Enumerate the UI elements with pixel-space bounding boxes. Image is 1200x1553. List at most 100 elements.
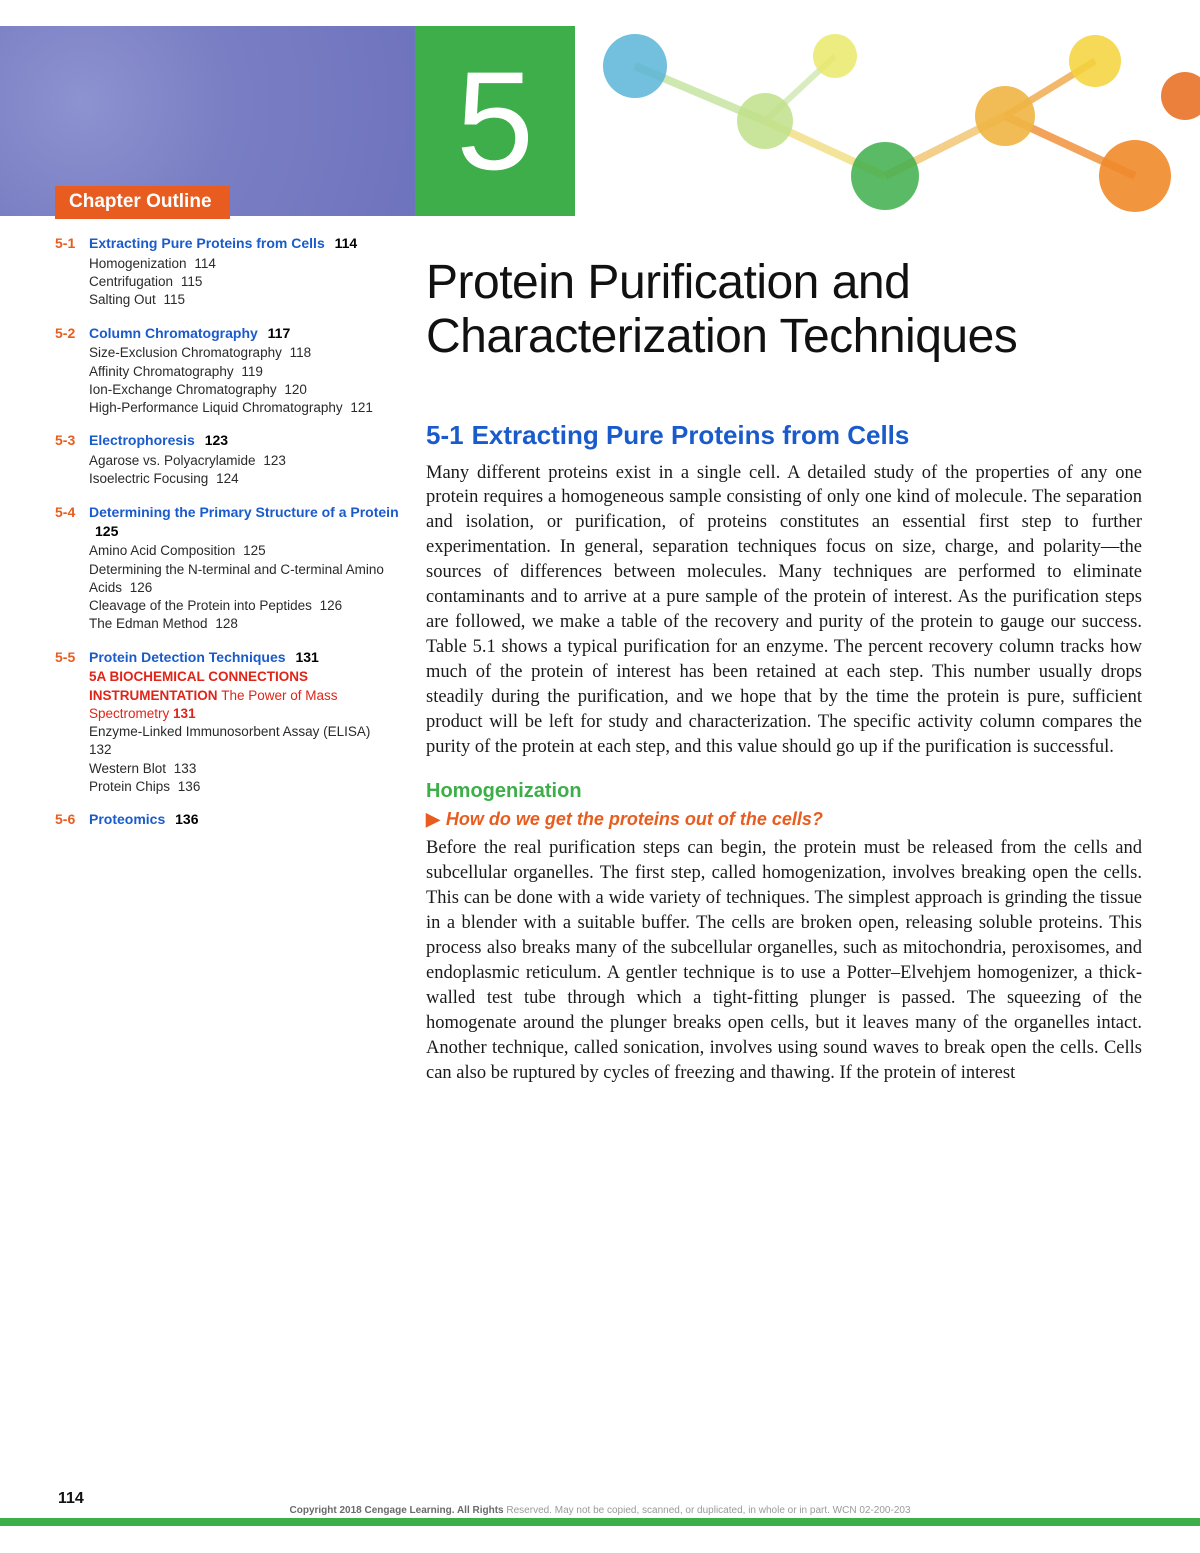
outline-section-title: Proteomics 136 bbox=[89, 810, 400, 829]
outline-section-head[interactable]: 5-6Proteomics 136 bbox=[55, 810, 400, 829]
outline-sub-item[interactable]: Enzyme-Linked Immunosorbent Assay (ELISA… bbox=[89, 723, 400, 759]
outline-sub-title: Salting Out bbox=[89, 292, 156, 307]
outline-sub-title: Isoelectric Focusing bbox=[89, 471, 208, 486]
outline-sub-page: 115 bbox=[177, 274, 202, 289]
outline-section-num: 5-3 bbox=[55, 431, 89, 450]
outline-sub-item[interactable]: Amino Acid Composition 125 bbox=[89, 542, 400, 560]
section-number: 5-1 bbox=[426, 420, 464, 450]
body-paragraph-1: Many different proteins exist in a singl… bbox=[426, 461, 1142, 761]
outline-sub-page: 132 bbox=[89, 742, 112, 757]
outline-sub-item[interactable]: The Edman Method 128 bbox=[89, 615, 400, 633]
outline-section: 5-2Column Chromatography 117Size-Exclusi… bbox=[55, 324, 400, 418]
outline-section-page: 114 bbox=[335, 235, 358, 251]
outline-sub-title: Homogenization bbox=[89, 256, 187, 271]
outline-sub-item[interactable]: Western Blot 133 bbox=[89, 760, 400, 778]
outline-sub-page: 125 bbox=[239, 543, 265, 558]
outline-sub-item[interactable]: Cleavage of the Protein into Peptides 12… bbox=[89, 597, 400, 615]
section-title: Extracting Pure Proteins from Cells bbox=[472, 420, 910, 450]
outline-sub-item[interactable]: High-Performance Liquid Chromatography 1… bbox=[89, 399, 400, 417]
outline-sub-item[interactable]: Centrifugation 115 bbox=[89, 273, 400, 291]
outline-sub-item[interactable]: Agarose vs. Polyacrylamide 123 bbox=[89, 452, 400, 470]
outline-sub-page: 123 bbox=[260, 453, 286, 468]
outline-section-head[interactable]: 5-4Determining the Primary Structure of … bbox=[55, 503, 400, 541]
outline-section-head[interactable]: 5-5Protein Detection Techniques 131 bbox=[55, 648, 400, 667]
outline-section-title: Column Chromatography 117 bbox=[89, 324, 400, 343]
outline-sub-page: 126 bbox=[126, 580, 152, 595]
outline-section-title: Extracting Pure Proteins from Cells 114 bbox=[89, 234, 400, 253]
outline-section: 5-1Extracting Pure Proteins from Cells 1… bbox=[55, 234, 400, 310]
outline-sub-page: 128 bbox=[212, 616, 238, 631]
copyright-bold: Copyright 2018 Cengage Learning. All Rig… bbox=[290, 1505, 504, 1516]
outline-section-num: 5-4 bbox=[55, 503, 89, 522]
outline-sub-title: Enzyme-Linked Immunosorbent Assay (ELISA… bbox=[89, 724, 370, 739]
outline-sub-page: 121 bbox=[347, 400, 373, 415]
outline-sub-title: Western Blot bbox=[89, 761, 166, 776]
outline-section-head[interactable]: 5-1Extracting Pure Proteins from Cells 1… bbox=[55, 234, 400, 253]
chapter-number-box: 5 bbox=[415, 26, 575, 216]
outline-sub-page: 115 bbox=[160, 292, 185, 307]
outline-section: 5-3Electrophoresis 123 Agarose vs. Polyac… bbox=[55, 431, 400, 488]
callout-line2: INSTRUMENTATION The Power of Mass Spectr… bbox=[89, 687, 400, 723]
outline-sub-page: 118 bbox=[286, 345, 311, 360]
outline-sub-title: Size-Exclusion Chromatography bbox=[89, 345, 282, 360]
guiding-question: ▶ How do we get the proteins out of the c… bbox=[426, 809, 1142, 830]
outline-sub-item[interactable]: Size-Exclusion Chromatography 118 bbox=[89, 344, 400, 362]
outline-section-head[interactable]: 5-2Column Chromatography 117 bbox=[55, 324, 400, 343]
outline-sub-page: 133 bbox=[170, 761, 196, 776]
outline-sub-item[interactable]: Protein Chips 136 bbox=[89, 778, 400, 796]
outline-section-page: 117 bbox=[268, 325, 291, 341]
section-heading: 5-1 Extracting Pure Proteins from Cells bbox=[426, 420, 1142, 451]
outline-sub-title: Affinity Chromatography bbox=[89, 364, 234, 379]
subsection-heading: Homogenization bbox=[426, 780, 1142, 803]
question-text: How do we get the proteins out of the ce… bbox=[446, 809, 823, 829]
outline-section-title: Determining the Primary Structure of a P… bbox=[89, 503, 400, 541]
outline-section-page: 125 bbox=[95, 523, 118, 539]
outline-sub-item[interactable]: Determining the N-terminal and C-termina… bbox=[89, 561, 400, 597]
chapter-title: Protein Purification and Characterizatio… bbox=[426, 256, 1142, 364]
outline-section-page: 123 bbox=[205, 432, 228, 448]
outline-section-title: Protein Detection Techniques 131 bbox=[89, 648, 400, 667]
outline-section-title: Electrophoresis 123 bbox=[89, 431, 400, 450]
outline-subs: Size-Exclusion Chromatography 118Affinit… bbox=[89, 344, 400, 417]
outline-sub-title: Centrifugation bbox=[89, 274, 173, 289]
outline-sub-page: 124 bbox=[212, 471, 238, 486]
molecule-svg bbox=[575, 26, 1200, 216]
outline-section-num: 5-2 bbox=[55, 324, 89, 343]
outline-sub-item[interactable]: Homogenization 114 bbox=[89, 255, 400, 273]
chapter-outline: 5-1Extracting Pure Proteins from Cells 1… bbox=[55, 234, 400, 843]
outline-subs: Enzyme-Linked Immunosorbent Assay (ELISA… bbox=[89, 723, 400, 796]
outline-section-page: 131 bbox=[295, 649, 318, 665]
outline-section: 5-4Determining the Primary Structure of … bbox=[55, 503, 400, 634]
outline-sub-item[interactable]: Salting Out 115 bbox=[89, 291, 400, 309]
outline-subs: Amino Acid Composition 125Determining th… bbox=[89, 542, 400, 633]
outline-section: 5-6Proteomics 136 bbox=[55, 810, 400, 829]
outline-section-num: 5-5 bbox=[55, 648, 89, 667]
outline-section-num: 5-1 bbox=[55, 234, 89, 253]
outline-sub-page: 136 bbox=[174, 779, 200, 794]
copyright-rest: Reserved. May not be copied, scanned, or… bbox=[504, 1505, 911, 1516]
outline-section-page: 136 bbox=[175, 811, 198, 827]
outline-section-head[interactable]: 5-3Electrophoresis 123 bbox=[55, 431, 400, 450]
outline-sub-title: Cleavage of the Protein into Peptides bbox=[89, 598, 312, 613]
header-molecule-art bbox=[575, 26, 1200, 216]
outline-sub-page: 114 bbox=[191, 256, 216, 271]
chapter-number: 5 bbox=[456, 40, 534, 202]
chapter-outline-tab: Chapter Outline bbox=[55, 186, 230, 219]
outline-sub-item[interactable]: Ion-Exchange Chromatography 120 bbox=[89, 381, 400, 399]
outline-sub-item[interactable]: Affinity Chromatography 119 bbox=[89, 363, 400, 381]
body-paragraph-2: Before the real purification steps can b… bbox=[426, 836, 1142, 1086]
outline-sub-item[interactable]: Isoelectric Focusing 124 bbox=[89, 470, 400, 488]
outline-subs: Homogenization 114Centrifugation 115Salt… bbox=[89, 255, 400, 310]
footer-green-bar bbox=[0, 1518, 1200, 1526]
outline-sub-page: 126 bbox=[316, 598, 342, 613]
copyright-line: Copyright 2018 Cengage Learning. All Rig… bbox=[0, 1505, 1200, 1516]
outline-sub-title: Amino Acid Composition bbox=[89, 543, 235, 558]
outline-sub-title: Ion-Exchange Chromatography bbox=[89, 382, 277, 397]
outline-sub-title: Protein Chips bbox=[89, 779, 170, 794]
question-arrow-icon: ▶ bbox=[426, 809, 440, 829]
outline-section-num: 5-6 bbox=[55, 810, 89, 829]
outline-sub-title: Agarose vs. Polyacrylamide bbox=[89, 453, 256, 468]
outline-callout: 5A BIOCHEMICAL CONNECTIONSINSTRUMENTATIO… bbox=[89, 668, 400, 723]
main-content: Protein Purification and Characterizatio… bbox=[426, 256, 1142, 1106]
callout-line1: 5A BIOCHEMICAL CONNECTIONS bbox=[89, 668, 400, 686]
